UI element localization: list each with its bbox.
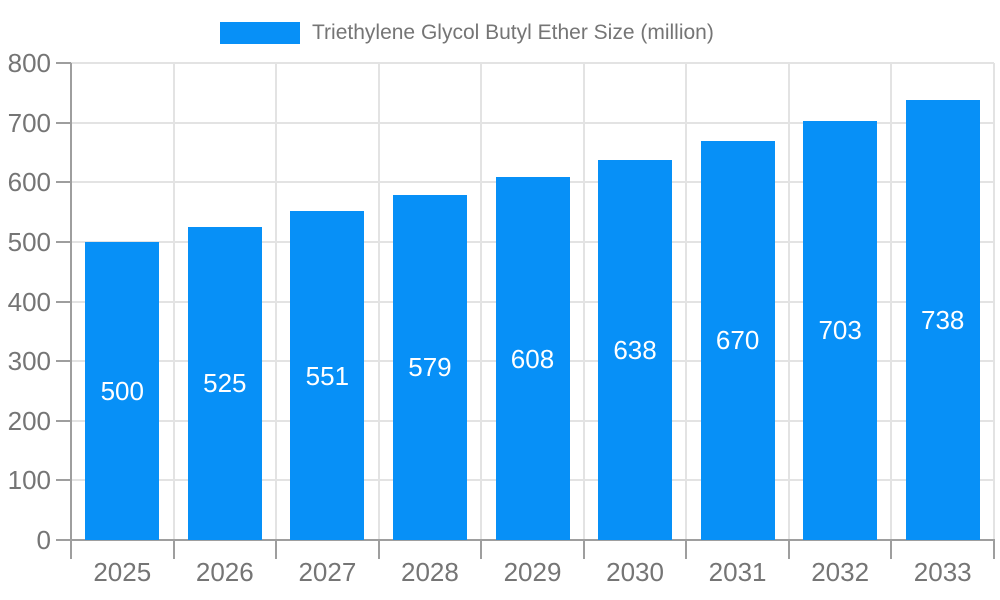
x-axis-tick bbox=[993, 540, 995, 559]
x-axis-label: 2032 bbox=[811, 557, 870, 587]
x-axis-tick bbox=[582, 540, 585, 559]
x-axis-tick bbox=[70, 540, 72, 559]
vertical-gridline bbox=[890, 63, 893, 540]
x-axis-label: 2026 bbox=[195, 557, 254, 587]
y-axis-tick bbox=[56, 240, 71, 243]
x-axis-tick bbox=[172, 540, 175, 559]
bar-2031[interactable] bbox=[700, 140, 775, 540]
y-axis-label: 0 bbox=[36, 525, 51, 555]
x-axis-line bbox=[70, 539, 995, 541]
x-axis-label: 2025 bbox=[93, 557, 152, 587]
y-axis-label: 400 bbox=[7, 286, 51, 317]
y-axis-label: 300 bbox=[7, 346, 51, 377]
y-axis-label: 500 bbox=[7, 226, 51, 257]
x-axis-label: 2027 bbox=[298, 557, 357, 587]
y-axis-tick bbox=[56, 62, 71, 64]
bar-value-label: 703 bbox=[818, 315, 862, 346]
y-axis-label: 200 bbox=[7, 405, 51, 436]
vertical-gridline bbox=[685, 63, 688, 540]
y-axis-label: 800 bbox=[7, 48, 51, 78]
y-axis-label: 100 bbox=[7, 465, 51, 496]
bar-value-label: 670 bbox=[715, 325, 760, 356]
y-axis-tick bbox=[56, 419, 71, 422]
horizontal-gridline bbox=[71, 121, 994, 124]
x-axis-tick bbox=[275, 540, 278, 559]
x-axis-tick bbox=[480, 540, 483, 559]
y-axis-label: 700 bbox=[7, 107, 51, 138]
y-axis-tick bbox=[56, 479, 71, 482]
y-axis-label: 600 bbox=[7, 167, 51, 198]
bar-2025[interactable] bbox=[85, 241, 160, 540]
bar-2032[interactable] bbox=[803, 120, 878, 540]
y-axis-line bbox=[70, 63, 72, 540]
bar-value-label: 579 bbox=[408, 352, 452, 383]
bar-2026[interactable] bbox=[187, 226, 262, 540]
bar-2029[interactable] bbox=[495, 177, 570, 540]
x-axis-tick bbox=[685, 540, 688, 559]
legend[interactable]: Triethylene Glycol Butyl Ether Size (mil… bbox=[220, 21, 714, 45]
bar-2027[interactable] bbox=[290, 211, 365, 540]
vertical-gridline bbox=[480, 63, 483, 540]
bar-value-label: 738 bbox=[921, 304, 965, 335]
x-axis-label: 2028 bbox=[401, 557, 459, 587]
bar-value-label: 500 bbox=[100, 375, 144, 406]
bar-2028[interactable] bbox=[392, 194, 467, 540]
legend-label: Triethylene Glycol Butyl Ether Size (mil… bbox=[312, 21, 714, 44]
y-axis-tick bbox=[56, 300, 71, 303]
vertical-gridline bbox=[787, 63, 790, 540]
legend-swatch bbox=[220, 22, 300, 44]
x-axis-tick bbox=[377, 540, 380, 559]
vertical-gridline bbox=[275, 63, 278, 540]
x-axis-tick bbox=[890, 540, 893, 559]
vertical-gridline bbox=[377, 63, 380, 540]
bar-value-label: 525 bbox=[203, 368, 247, 399]
vertical-gridline bbox=[172, 63, 175, 540]
y-axis-tick bbox=[56, 539, 71, 541]
y-axis-tick bbox=[56, 121, 71, 124]
bar-value-label: 608 bbox=[510, 343, 555, 374]
x-axis-label: 2031 bbox=[708, 557, 767, 587]
bar-value-label: 551 bbox=[305, 360, 350, 391]
vertical-gridline bbox=[582, 63, 585, 540]
vertical-gridline bbox=[993, 63, 995, 540]
x-axis-label: 2029 bbox=[503, 557, 562, 587]
horizontal-gridline bbox=[71, 62, 994, 64]
bar-2030[interactable] bbox=[598, 159, 673, 540]
bar-2033[interactable] bbox=[905, 99, 980, 540]
y-axis-tick bbox=[56, 181, 71, 184]
x-axis-label: 2030 bbox=[606, 557, 664, 587]
y-axis-tick bbox=[56, 360, 71, 363]
x-axis-tick bbox=[787, 540, 790, 559]
bar-value-label: 638 bbox=[613, 334, 657, 365]
x-axis-label: 2033 bbox=[913, 557, 972, 587]
